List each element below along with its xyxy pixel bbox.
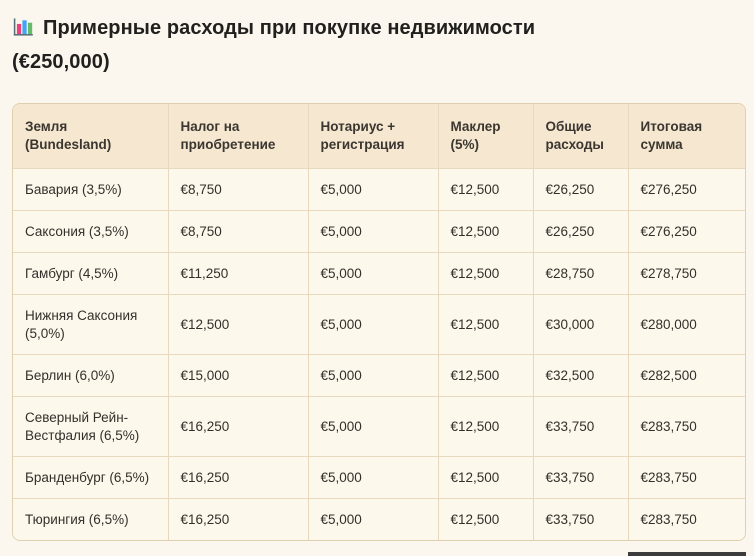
bundesland-cell: Тюрингия (6,5%) xyxy=(13,498,169,540)
cropped-element-below-table xyxy=(628,552,746,556)
value-cell: €5,000 xyxy=(308,456,439,499)
bundesland-cell: Берлин (6,0%) xyxy=(13,354,169,397)
value-cell: €8,750 xyxy=(168,210,309,253)
bundesland-cell: Нижняя Саксония (5,0%) xyxy=(13,294,169,355)
value-cell: €12,500 xyxy=(438,168,534,211)
value-cell: €26,250 xyxy=(533,210,629,253)
table-row: Бавария (3,5%) €8,750 €5,000 €12,500 €26,250… xyxy=(13,168,745,211)
value-cell: €5,000 xyxy=(308,498,439,540)
table-row: Берлин (6,0%) €15,000 €5,000 €12,500 €32,500… xyxy=(13,354,745,397)
table-row: Саксония (3,5%) €8,750 €5,000 €12,500 €26,25… xyxy=(13,210,745,253)
column-header: Земля (Bundesland) xyxy=(13,104,169,169)
value-cell: €11,250 xyxy=(168,252,309,295)
value-cell: €5,000 xyxy=(308,210,439,253)
value-cell: €5,000 xyxy=(308,396,439,457)
value-cell: €276,250 xyxy=(628,210,745,253)
table-row: Нижняя Саксония (5,0%) €12,500 €5,000 €12,5… xyxy=(13,294,745,355)
bundesland-cell: Северный Рейн-Вестфалия (6,5%) xyxy=(13,396,169,457)
value-cell: €12,500 xyxy=(168,294,309,355)
table-row: Тюрингия (6,5%) €16,250 €5,000 €12,500 €33,7… xyxy=(13,498,745,540)
value-cell: €12,500 xyxy=(438,396,534,457)
column-header: Итоговая сумма xyxy=(628,104,745,169)
value-cell: €16,250 xyxy=(168,396,309,457)
value-cell: €15,000 xyxy=(168,354,309,397)
column-header: Налог на приобретение xyxy=(168,104,309,169)
value-cell: €280,000 xyxy=(628,294,745,355)
page: Примерные расходы при покупке недвижимос… xyxy=(12,13,746,541)
value-cell: €33,750 xyxy=(533,396,629,457)
value-cell: €30,000 xyxy=(533,294,629,355)
column-header: Нотариус + регистрация xyxy=(308,104,439,169)
bundesland-cell: Бранденбург (6,5%) xyxy=(13,456,169,499)
value-cell: €16,250 xyxy=(168,456,309,499)
title-line-2: (€250,000) xyxy=(12,51,110,73)
column-header: Общие расходы xyxy=(533,104,629,169)
value-cell: €283,750 xyxy=(628,498,745,540)
value-cell: €32,500 xyxy=(533,354,629,397)
bundesland-cell: Бавария (3,5%) xyxy=(13,168,169,211)
table-body: Бавария (3,5%) €8,750 €5,000 €12,500 €26,250… xyxy=(13,168,745,540)
table-header: Земля (Bundesland) Налог на приобретение Н… xyxy=(13,104,745,169)
value-cell: €12,500 xyxy=(438,252,534,295)
value-cell: €5,000 xyxy=(308,168,439,211)
bar-chart-icon xyxy=(12,16,34,47)
table-row: Гамбург (4,5%) €11,250 €5,000 €12,500 €28,75… xyxy=(13,252,745,295)
value-cell: €12,500 xyxy=(438,210,534,253)
value-cell: €12,500 xyxy=(438,498,534,540)
value-cell: €12,500 xyxy=(438,456,534,499)
value-cell: €28,750 xyxy=(533,252,629,295)
costs-table-container: Земля (Bundesland) Налог на приобретение Н… xyxy=(12,103,746,541)
value-cell: €278,750 xyxy=(628,252,745,295)
value-cell: €5,000 xyxy=(308,252,439,295)
costs-table: Земля (Bundesland) Налог на приобретение Н… xyxy=(13,104,745,540)
bundesland-cell: Саксония (3,5%) xyxy=(13,210,169,253)
value-cell: €5,000 xyxy=(308,354,439,397)
value-cell: €16,250 xyxy=(168,498,309,540)
bundesland-cell: Гамбург (4,5%) xyxy=(13,252,169,295)
page-title: Примерные расходы при покупке недвижимос… xyxy=(12,13,744,77)
value-cell: €12,500 xyxy=(438,354,534,397)
table-row: Северный Рейн-Вестфалия (6,5%) €16,250 €5,… xyxy=(13,396,745,457)
column-header: Маклер (5%) xyxy=(438,104,534,169)
value-cell: €276,250 xyxy=(628,168,745,211)
value-cell: €283,750 xyxy=(628,396,745,457)
value-cell: €33,750 xyxy=(533,498,629,540)
value-cell: €8,750 xyxy=(168,168,309,211)
value-cell: €26,250 xyxy=(533,168,629,211)
title-line-1: Примерные расходы при покупке недвижимос… xyxy=(43,17,536,39)
value-cell: €283,750 xyxy=(628,456,745,499)
value-cell: €33,750 xyxy=(533,456,629,499)
value-cell: €5,000 xyxy=(308,294,439,355)
value-cell: €282,500 xyxy=(628,354,745,397)
table-row: Бранденбург (6,5%) €16,250 €5,000 €12,500 €3… xyxy=(13,456,745,499)
header-row: Земля (Bundesland) Налог на приобретение Н… xyxy=(13,104,745,169)
value-cell: €12,500 xyxy=(438,294,534,355)
